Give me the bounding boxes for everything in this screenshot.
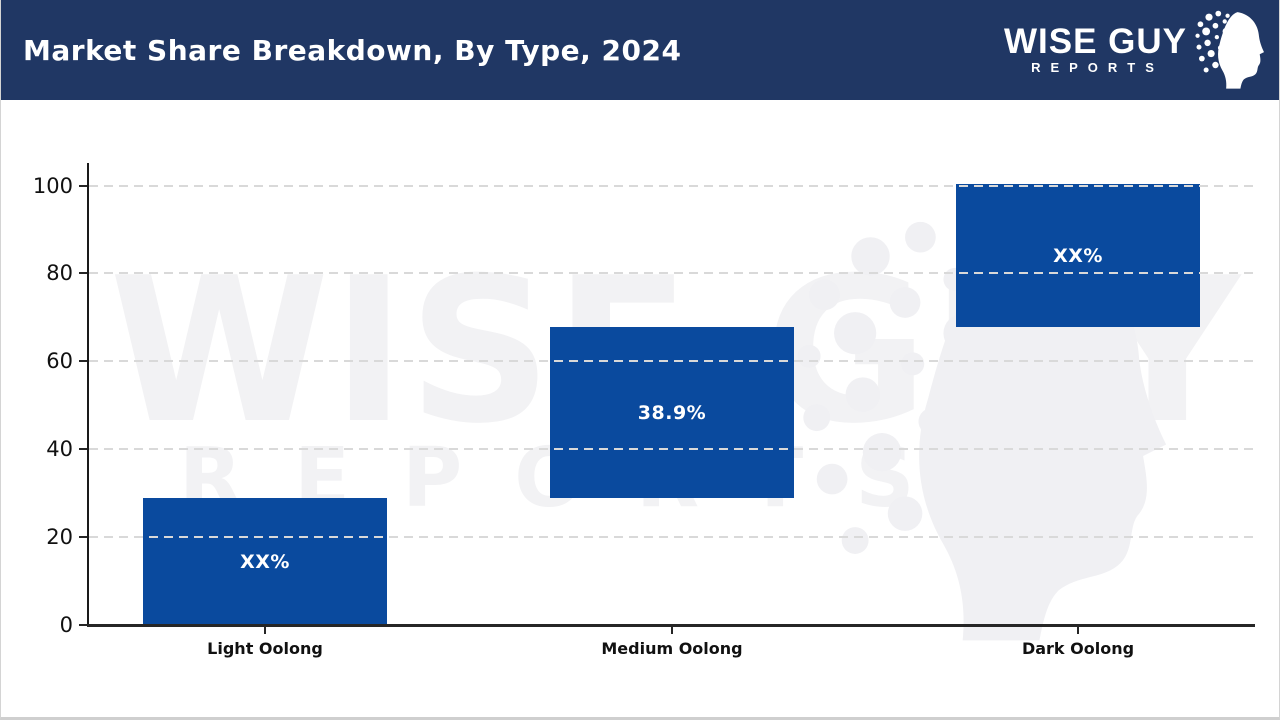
x-category-label: Medium Oolong <box>601 639 743 658</box>
y-axis-line <box>87 163 89 625</box>
y-tick-label: 60 <box>46 349 73 373</box>
bar-value-label: XX% <box>1053 244 1103 267</box>
y-tick-mark <box>79 536 87 538</box>
logo-subtitle: REPORTS <box>1031 60 1164 75</box>
y-tick-mark <box>79 185 87 187</box>
logo-head-icon <box>1193 10 1265 90</box>
bar-light-oolong: XX% <box>143 498 387 625</box>
y-tick-label: 100 <box>32 174 73 198</box>
y-tick-label: 0 <box>59 613 73 637</box>
bar-value-label: XX% <box>240 550 290 573</box>
bar-value-label: 38.9% <box>637 401 707 424</box>
y-tick-label: 20 <box>46 525 73 549</box>
x-tick-mark <box>1077 627 1079 634</box>
x-tick-mark <box>264 627 266 634</box>
gridline-60 <box>89 360 1255 362</box>
x-tick-mark <box>671 627 673 634</box>
logo-wordmark: WISE GUY <box>1003 22 1187 61</box>
wise-guy-logo: WISE GUY REPORTS <box>1004 10 1265 90</box>
y-tick-label: 80 <box>46 261 73 285</box>
header: Market Share Breakdown, By Type, 2024 WI… <box>1 0 1279 100</box>
y-tick-mark <box>79 272 87 274</box>
bar-medium-oolong: 38.9% <box>550 327 794 498</box>
y-tick-mark <box>79 448 87 450</box>
bar-dark-oolong: XX% <box>956 184 1200 327</box>
y-tick-mark <box>79 360 87 362</box>
x-category-label: Dark Oolong <box>1021 639 1135 658</box>
y-tick-label: 40 <box>46 437 73 461</box>
gridline-80 <box>89 272 1255 274</box>
gridline-100 <box>89 185 1255 187</box>
logo-text: WISE GUY REPORTS <box>1004 24 1187 76</box>
y-tick-mark <box>79 624 87 626</box>
x-category-label: Light Oolong <box>207 639 323 658</box>
gridline-20 <box>89 536 1255 538</box>
x-axis-line <box>87 624 1255 627</box>
gridline-40 <box>89 448 1255 450</box>
page-title: Market Share Breakdown, By Type, 2024 <box>23 33 682 67</box>
